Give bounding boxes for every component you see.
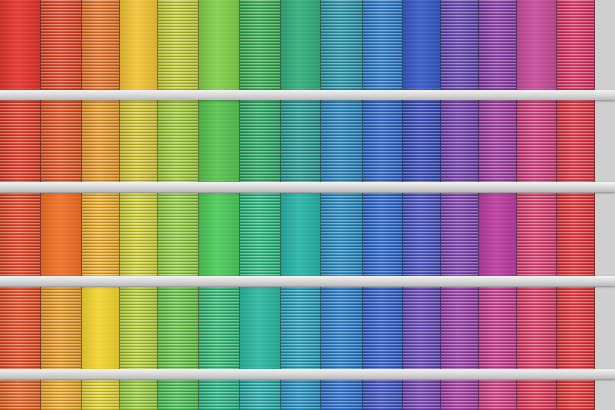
color-panel [199, 0, 240, 90]
floor-ledge [0, 90, 615, 100]
color-panel [403, 0, 441, 90]
color-panel [120, 0, 158, 90]
panel-row-4 [0, 287, 615, 369]
color-panel [41, 0, 82, 90]
color-panel [0, 380, 41, 410]
color-panel [517, 380, 557, 410]
color-panel [240, 287, 281, 369]
color-panel [281, 287, 321, 369]
color-panel [403, 100, 441, 182]
color-panel [403, 193, 441, 276]
color-panel [557, 100, 595, 182]
color-panel [120, 100, 158, 182]
panel-row-5 [0, 380, 615, 410]
color-panel [240, 380, 281, 410]
color-panel [82, 380, 120, 410]
color-panel [0, 100, 41, 182]
color-panel [158, 380, 199, 410]
color-panel [41, 193, 82, 276]
color-panel [557, 380, 595, 410]
color-panel [158, 100, 199, 182]
color-panel [363, 193, 403, 276]
color-panel [41, 380, 82, 410]
color-panel [82, 100, 120, 182]
color-panel [41, 100, 82, 182]
color-panel [441, 193, 479, 276]
color-panel [199, 193, 240, 276]
color-panel [82, 193, 120, 276]
color-panel [158, 193, 199, 276]
color-panel [517, 0, 557, 90]
color-panel [363, 0, 403, 90]
color-panel [517, 193, 557, 276]
color-panel [321, 0, 363, 90]
panel-row-3 [0, 193, 615, 276]
panel-row-2 [0, 100, 615, 182]
color-panel [281, 0, 321, 90]
color-panel [321, 193, 363, 276]
color-panel [158, 287, 199, 369]
color-panel [479, 380, 517, 410]
color-panel [363, 287, 403, 369]
color-panel [479, 287, 517, 369]
color-panel [281, 380, 321, 410]
color-panel [82, 287, 120, 369]
color-panel [158, 0, 199, 90]
color-panel [321, 380, 363, 410]
color-panel [517, 100, 557, 182]
color-panel [321, 100, 363, 182]
color-panel [0, 287, 41, 369]
color-panel [403, 287, 441, 369]
color-panel [199, 380, 240, 410]
color-panel [120, 380, 158, 410]
color-panel [557, 193, 595, 276]
color-panel [441, 0, 479, 90]
color-panel [479, 100, 517, 182]
color-panel [517, 287, 557, 369]
panel-row-1 [0, 0, 615, 90]
color-panel [363, 380, 403, 410]
color-panel [363, 100, 403, 182]
color-panel [120, 193, 158, 276]
color-panel [0, 0, 41, 90]
color-panel [441, 100, 479, 182]
color-panel [199, 287, 240, 369]
color-panel [557, 287, 595, 369]
color-panel [82, 0, 120, 90]
color-panel [557, 0, 595, 90]
color-panel [479, 193, 517, 276]
color-panel [403, 380, 441, 410]
color-panel [479, 0, 517, 90]
color-panel [240, 0, 281, 90]
floor-ledge [0, 182, 615, 192]
color-panel [0, 193, 41, 276]
color-panel [120, 287, 158, 369]
color-panel [240, 193, 281, 276]
color-panel [281, 100, 321, 182]
floor-ledge [0, 369, 615, 379]
color-panel [281, 193, 321, 276]
color-panel [240, 100, 281, 182]
color-panel [441, 380, 479, 410]
color-panel [321, 287, 363, 369]
color-panel [199, 100, 240, 182]
floor-ledge [0, 276, 615, 286]
color-panel [441, 287, 479, 369]
color-panel [41, 287, 82, 369]
